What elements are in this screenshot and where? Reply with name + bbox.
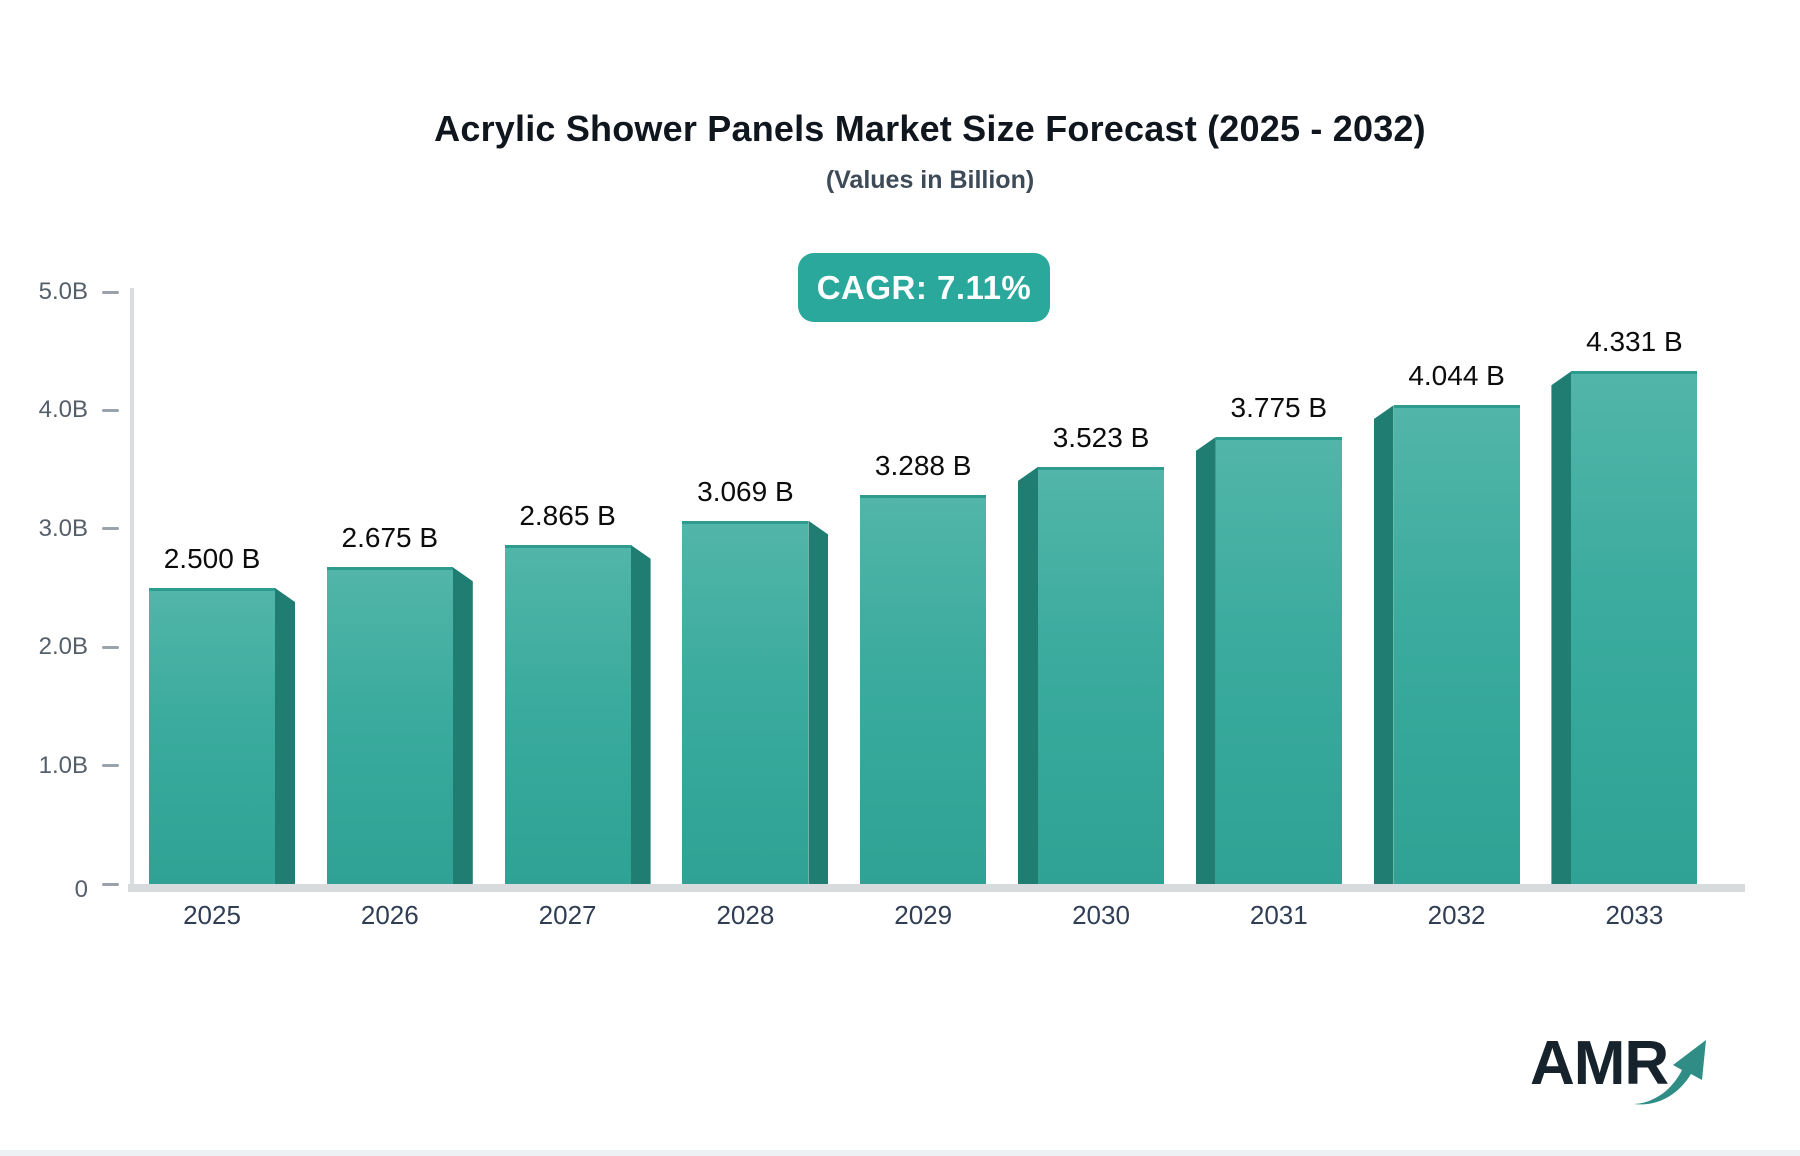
bar-value-label-2031: 3.775 B bbox=[1230, 392, 1328, 424]
y-axis-tick-mark bbox=[102, 882, 119, 886]
bar-value-label-2025: 2.500 B bbox=[163, 543, 261, 574]
bar-2028 bbox=[682, 520, 809, 884]
y-axis-tick-label: 0 bbox=[74, 876, 88, 903]
bar-side-face-2025 bbox=[275, 588, 295, 884]
bar-2033 bbox=[1571, 371, 1698, 884]
bar-side-face-2026 bbox=[452, 567, 473, 884]
bar-side-face-2027 bbox=[630, 544, 651, 884]
x-axis-label-2032: 2032 bbox=[1427, 900, 1486, 930]
x-axis-label-2030: 2030 bbox=[1072, 900, 1130, 930]
x-axis-baseline bbox=[128, 884, 1745, 892]
x-axis-label-2028: 2028 bbox=[716, 900, 775, 930]
y-axis-tick-label: 3.0B bbox=[38, 514, 88, 542]
bar-2027 bbox=[504, 544, 631, 884]
bar-side-face-2030 bbox=[1018, 466, 1038, 884]
bar-2031 bbox=[1215, 437, 1342, 884]
y-axis-tick-mark bbox=[102, 290, 119, 294]
bar-value-label-2028: 3.069 B bbox=[697, 475, 794, 507]
bar-side-face-2028 bbox=[808, 520, 829, 884]
bar-side-face-2033 bbox=[1551, 371, 1572, 884]
cagr-badge: CAGR: 7.11% bbox=[798, 253, 1050, 322]
x-axis-label-2025: 2025 bbox=[183, 900, 241, 930]
y-axis-tick-mark bbox=[102, 527, 119, 531]
y-axis-tick-mark bbox=[102, 764, 119, 768]
bar-value-label-2027: 2.865 B bbox=[519, 499, 616, 531]
trending-up-arrow-icon bbox=[1634, 1040, 1706, 1105]
footer-strip bbox=[0, 1150, 1800, 1156]
bar-value-label-2026: 2.675 B bbox=[341, 522, 439, 554]
bar-value-label-2030: 3.523 B bbox=[1052, 421, 1150, 453]
cagr-badge-label: CAGR: 7.11% bbox=[816, 268, 1032, 306]
x-axis-label-2029: 2029 bbox=[894, 900, 953, 930]
bar-2032 bbox=[1393, 405, 1520, 884]
y-axis-tick-label: 5.0B bbox=[38, 278, 88, 305]
bar-2029 bbox=[860, 494, 987, 884]
y-axis-tick-mark bbox=[102, 645, 119, 649]
y-axis-tick-label: 1.0B bbox=[38, 751, 88, 779]
brand-logo-text: AMR bbox=[1530, 1029, 1669, 1098]
x-axis-label-2027: 2027 bbox=[538, 900, 597, 930]
bar-side-face-2031 bbox=[1195, 437, 1216, 884]
y-axis-tick-label: 2.0B bbox=[38, 633, 88, 661]
chart-title: Acrylic Shower Panels Market Size Foreca… bbox=[434, 108, 1426, 149]
bar-value-label-2032: 4.044 B bbox=[1408, 360, 1505, 392]
y-axis-tick-mark bbox=[102, 408, 119, 412]
y-axis-tick-label: 4.0B bbox=[38, 396, 88, 424]
x-axis-label-2026: 2026 bbox=[360, 900, 419, 930]
bar-value-label-2033: 4.331 B bbox=[1586, 326, 1683, 358]
bar-2026 bbox=[326, 567, 453, 884]
bar-value-label-2029: 3.288 B bbox=[874, 449, 972, 481]
x-axis-label-2031: 2031 bbox=[1249, 900, 1308, 930]
chart-subtitle: (Values in Billion) bbox=[825, 166, 1035, 194]
bar-2030 bbox=[1038, 466, 1164, 884]
brand-logo: AMR bbox=[1530, 1028, 1710, 1108]
y-axis-line bbox=[130, 288, 134, 884]
bar-side-face-2032 bbox=[1373, 405, 1394, 884]
x-axis-label-2033: 2033 bbox=[1605, 900, 1664, 930]
bar-2025 bbox=[149, 588, 275, 884]
